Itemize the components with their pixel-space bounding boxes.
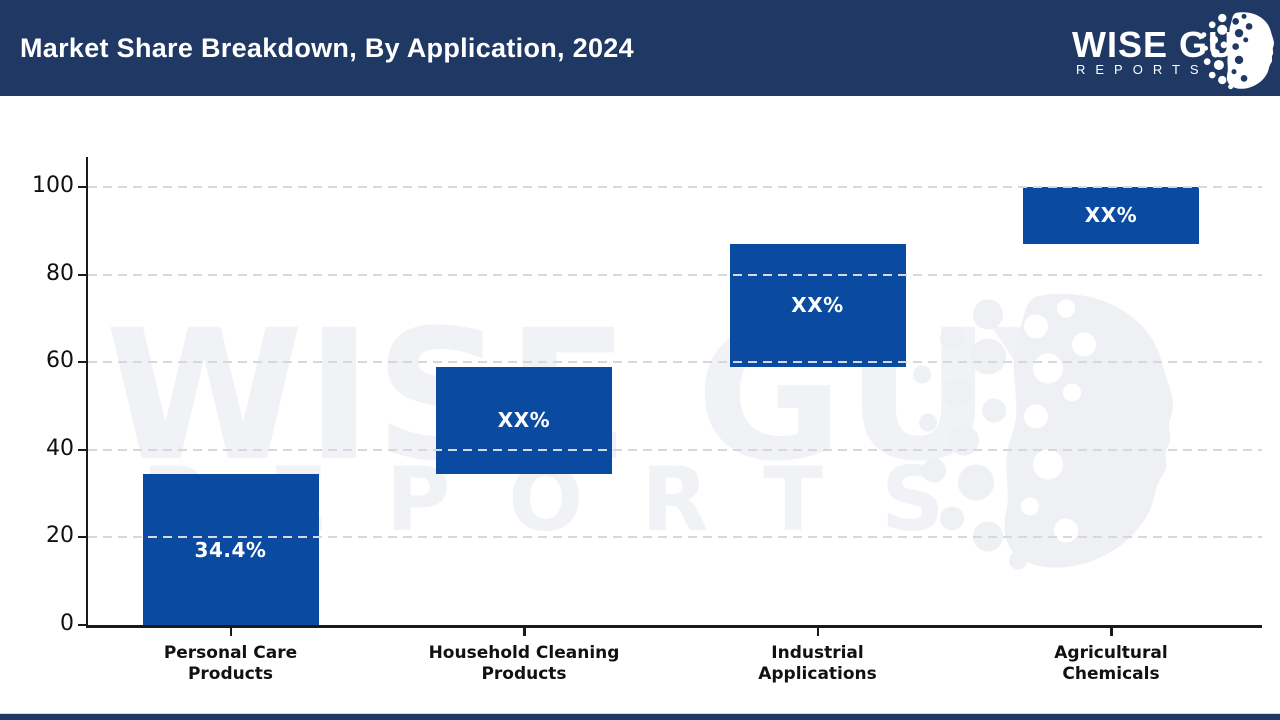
x-axis-category-line: Products: [481, 664, 567, 685]
y-axis-tick-mark: [78, 448, 87, 451]
bar-value-label: XX%: [1084, 203, 1138, 228]
y-axis-line: [85, 157, 88, 627]
bar-value-label: 34.4%: [194, 537, 267, 562]
y-axis-tick-label: 100: [32, 173, 74, 198]
bar-value-label: XX%: [497, 408, 551, 433]
logo-subtext: REPORTS: [1076, 62, 1209, 77]
y-axis-tick-mark: [78, 624, 87, 626]
y-gridline: [88, 186, 1262, 188]
x-axis-tick-mark: [816, 627, 819, 636]
y-gridline: [88, 361, 1262, 364]
x-axis-category-line: Industrial: [771, 643, 864, 663]
y-axis-tick-mark: [78, 361, 87, 364]
y-axis-tick-label: 60: [46, 348, 74, 374]
x-axis-category-line: Applications: [758, 664, 877, 685]
x-axis-category-line: Agricultural: [1054, 643, 1168, 663]
bar-segment: 34.4%: [142, 474, 319, 625]
x-axis-category-label: Agricultural Chemicals: [961, 643, 1261, 686]
y-axis-tick-label: 0: [60, 611, 74, 636]
x-axis-category-line: Household Cleaning: [428, 643, 620, 663]
page-title: Market Share Breakdown, By Application, …: [20, 32, 634, 63]
x-axis-line: [85, 625, 1262, 628]
x-axis-category-line: Products: [187, 664, 274, 685]
bar-segment: XX%: [436, 366, 612, 475]
header: Market Share Breakdown, By Application, …: [0, 0, 1280, 96]
bar-value-label: XX%: [791, 293, 844, 318]
y-gridline: [88, 448, 1262, 451]
y-gridline: [88, 273, 1262, 276]
y-gridline: [88, 536, 1262, 539]
bar-segment: XX%: [729, 243, 906, 367]
footer-bar: [0, 714, 1280, 720]
x-axis-category-label: Industrial Applications: [668, 643, 968, 686]
y-axis-tick-mark: [78, 273, 87, 276]
footer-hairline: [0, 713, 1280, 714]
x-axis-tick-mark: [229, 627, 232, 636]
y-axis-tick-label: 20: [46, 523, 74, 549]
y-axis-tick-label: 80: [46, 260, 74, 286]
x-axis-category-label: Personal Care Products: [81, 643, 381, 686]
chart-plot-area: WISE GUY REPORTS: [0, 96, 1280, 714]
x-axis-category-line: Personal Care: [163, 643, 298, 663]
x-axis-tick-mark: [523, 627, 526, 636]
y-axis-tick-mark: [78, 186, 87, 188]
brand-logo: WISE GUY REPORTS: [1032, 6, 1274, 92]
y-axis-tick-mark: [78, 536, 87, 539]
x-axis-tick-mark: [1110, 627, 1113, 636]
bar-segment: XX%: [1023, 187, 1199, 244]
x-axis-category-line: Chemicals: [1062, 664, 1160, 685]
y-axis-tick-label: 40: [46, 435, 74, 461]
watermark-face-profile-icon: [880, 216, 1180, 660]
x-axis-category-label: Household Cleaning Products: [374, 643, 674, 686]
